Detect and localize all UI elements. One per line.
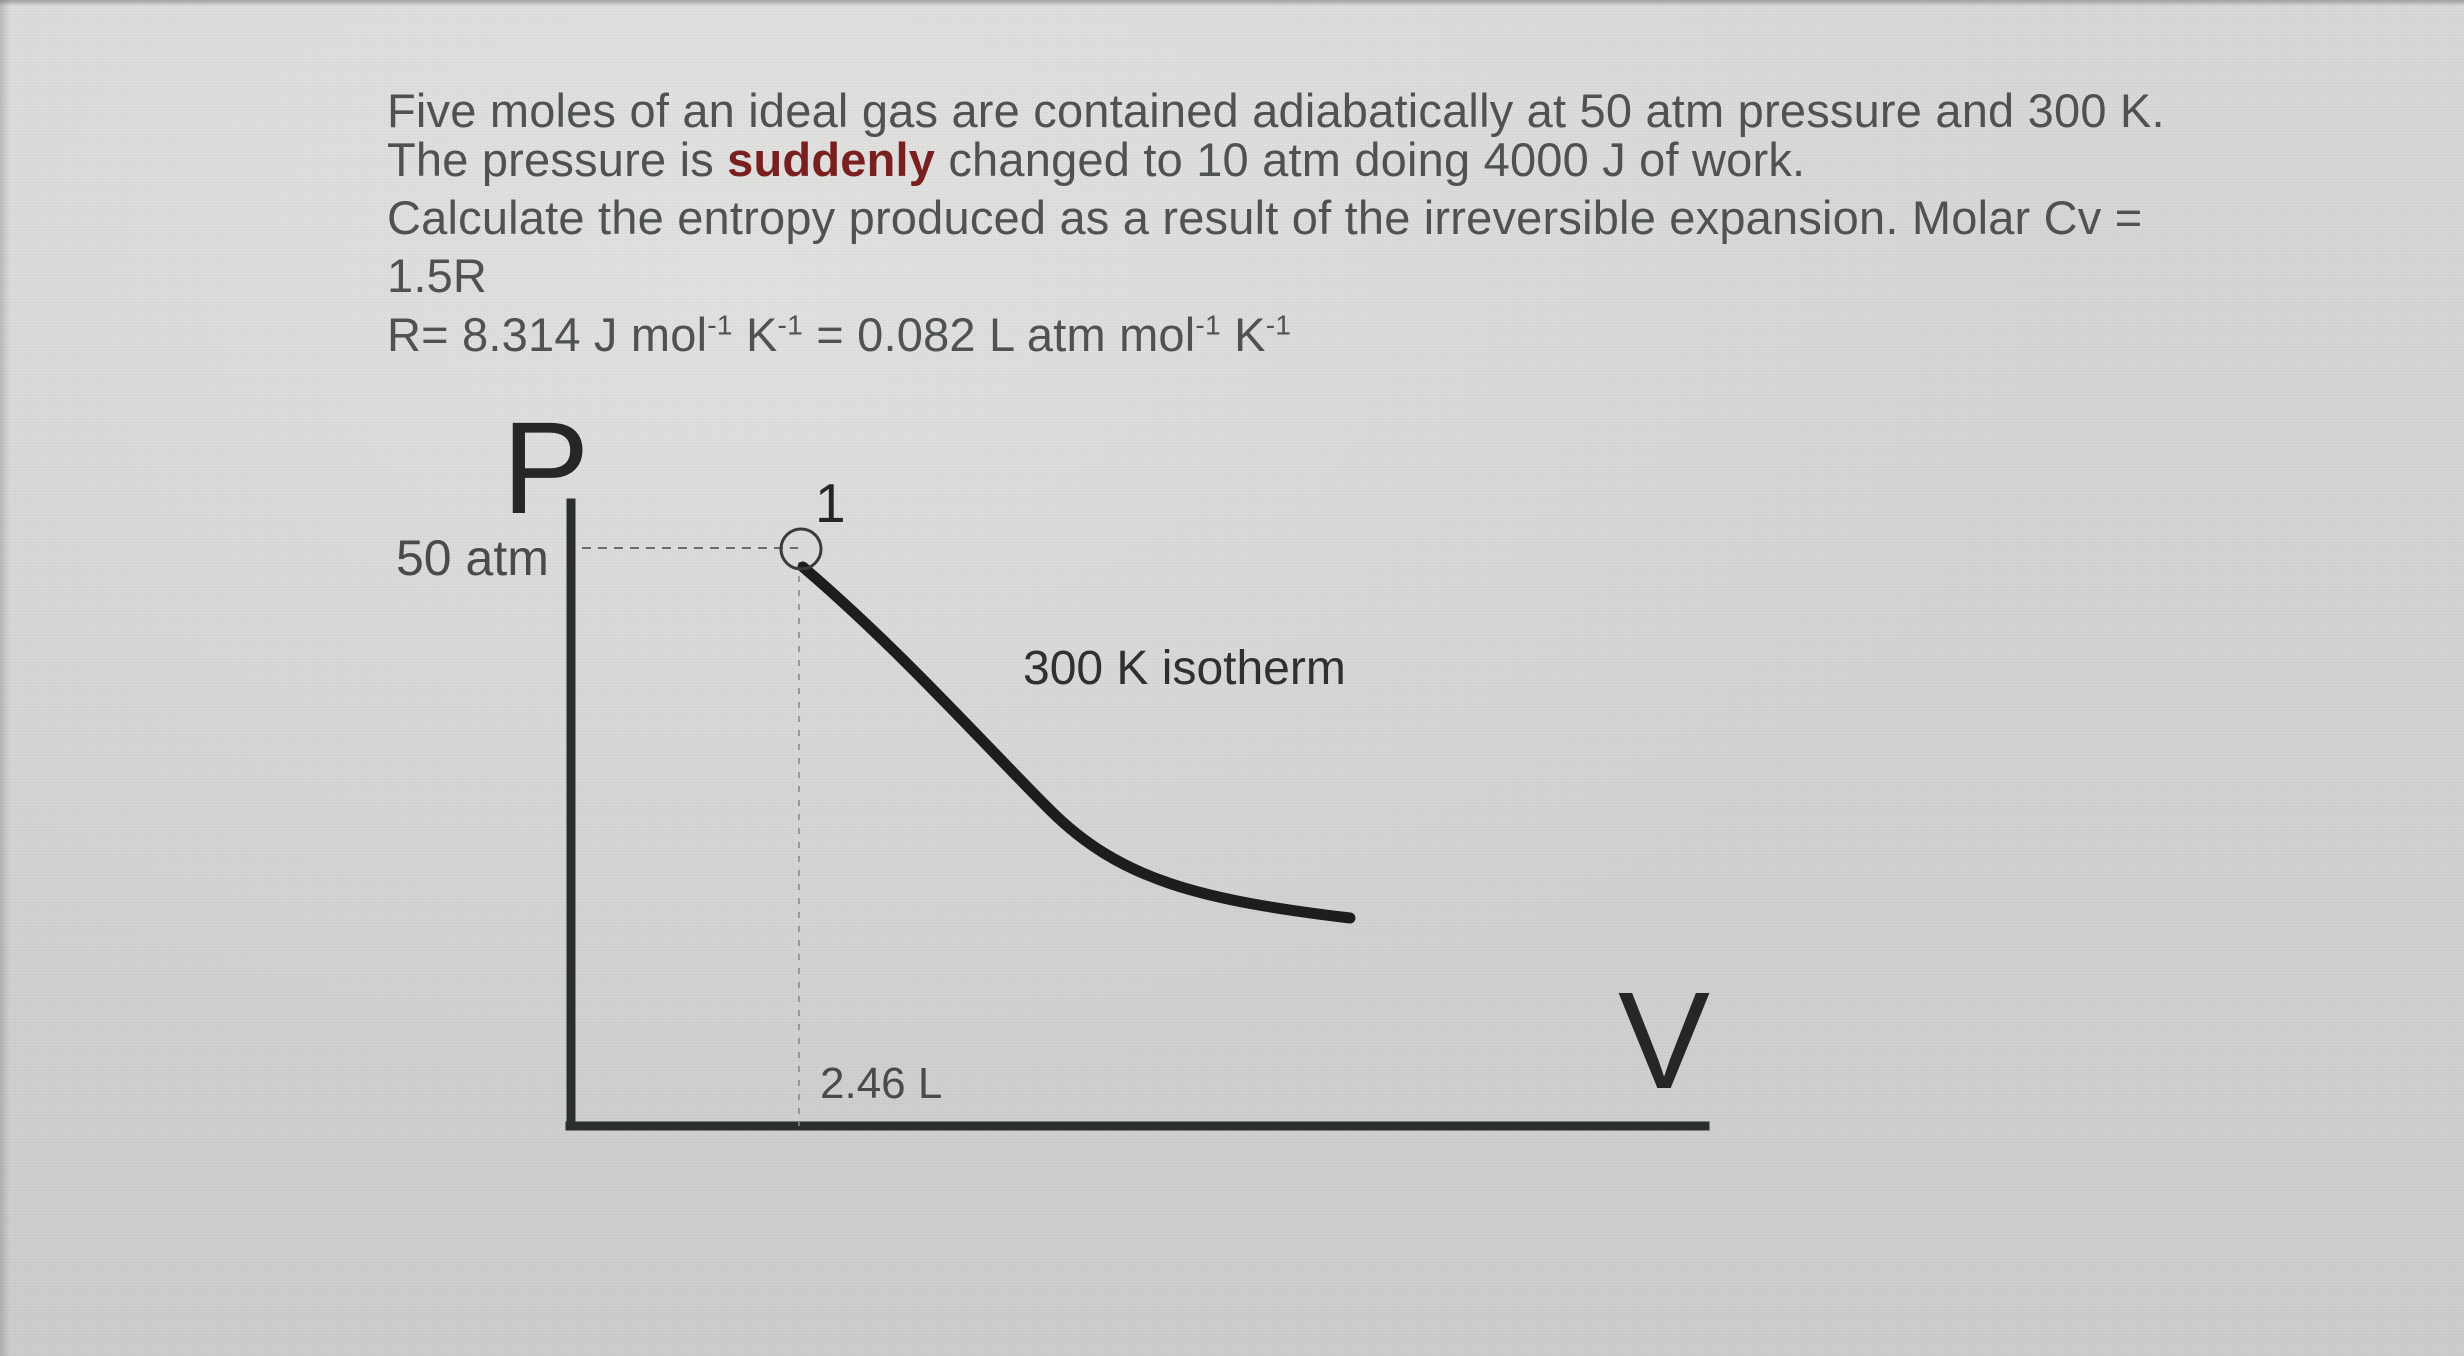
svg-text:V: V: [1618, 964, 1710, 1118]
svg-text:1: 1: [815, 472, 846, 534]
svg-text:50 atm: 50 atm: [396, 530, 549, 586]
svg-text:300 K isotherm: 300 K isotherm: [1023, 642, 1346, 695]
svg-text:2.46 L: 2.46 L: [820, 1059, 942, 1108]
svg-text:P: P: [502, 394, 589, 541]
